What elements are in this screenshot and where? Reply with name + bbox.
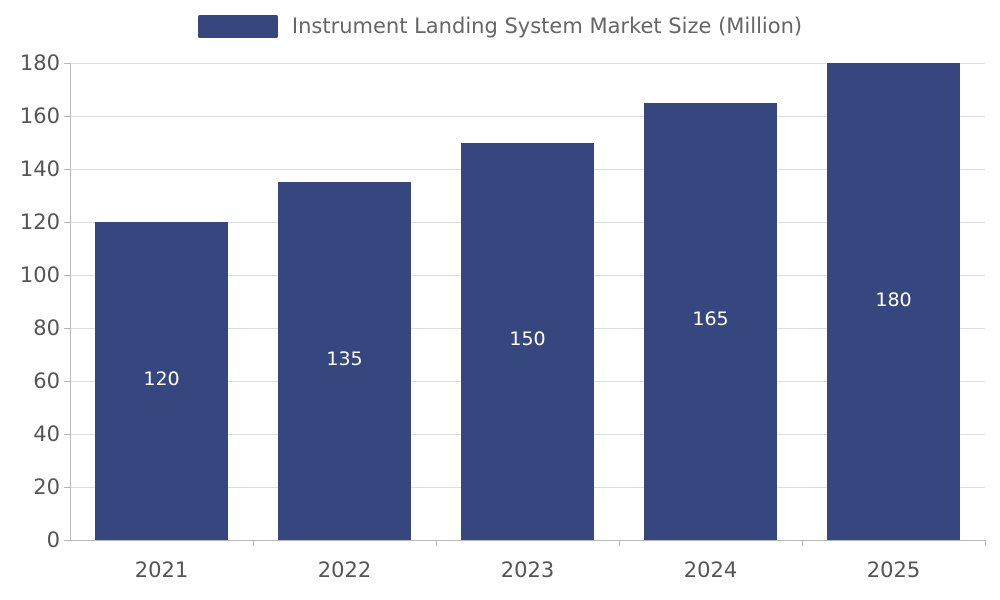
y-tick-label: 80 — [33, 316, 60, 340]
bar-value-label: 120 — [143, 368, 180, 390]
x-tick-label: 2025 — [866, 558, 921, 582]
legend-swatch — [197, 14, 278, 38]
y-tick-mark — [64, 328, 70, 329]
bar-2022[interactable]: 135 — [277, 182, 412, 540]
x-tick-label: 2024 — [683, 558, 738, 582]
x-tick-mark — [436, 540, 437, 546]
y-tick-mark — [64, 169, 70, 170]
x-tick-label: 2023 — [500, 558, 555, 582]
gridline — [70, 540, 985, 541]
y-tick-mark — [64, 487, 70, 488]
gridline — [70, 116, 985, 117]
y-tick-mark — [64, 116, 70, 117]
bar-2025[interactable]: 180 — [826, 63, 961, 540]
y-tick-mark — [64, 275, 70, 276]
bar-value-label: 180 — [875, 288, 912, 311]
y-tick-label: 180 — [19, 51, 60, 75]
y-tick-label: 20 — [33, 475, 60, 499]
bar-2021[interactable]: 120 — [94, 222, 229, 540]
x-tick-mark — [802, 540, 803, 546]
y-tick-label: 40 — [33, 422, 60, 446]
x-tick-mark — [619, 540, 620, 546]
y-axis-line — [70, 63, 71, 540]
gridline — [70, 63, 985, 64]
bar-value-label: 150 — [509, 328, 546, 351]
bar-2023[interactable]: 150 — [460, 142, 595, 540]
chart-legend[interactable]: Instrument Landing System Market Size (M… — [0, 14, 1000, 38]
x-tick-mark — [985, 540, 986, 546]
y-tick-mark — [64, 381, 70, 382]
x-tick-mark — [253, 540, 254, 546]
y-tick-label: 120 — [19, 210, 60, 234]
bar-value-label: 165 — [692, 308, 729, 331]
y-tick-label: 60 — [33, 369, 60, 393]
y-tick-mark — [64, 434, 70, 435]
x-tick-label: 2022 — [317, 558, 372, 582]
bar-value-label: 135 — [326, 348, 363, 371]
y-tick-mark — [64, 222, 70, 223]
y-tick-label: 100 — [19, 263, 60, 287]
y-tick-label: 140 — [19, 157, 60, 181]
y-tick-mark — [64, 63, 70, 64]
bar-2024[interactable]: 165 — [643, 102, 778, 540]
y-tick-label: 0 — [46, 528, 60, 552]
chart-title: Instrument Landing System Market Size (M… — [291, 14, 803, 38]
x-tick-label: 2021 — [134, 558, 189, 582]
y-tick-label: 160 — [19, 104, 60, 128]
y-tick-mark — [64, 540, 70, 541]
